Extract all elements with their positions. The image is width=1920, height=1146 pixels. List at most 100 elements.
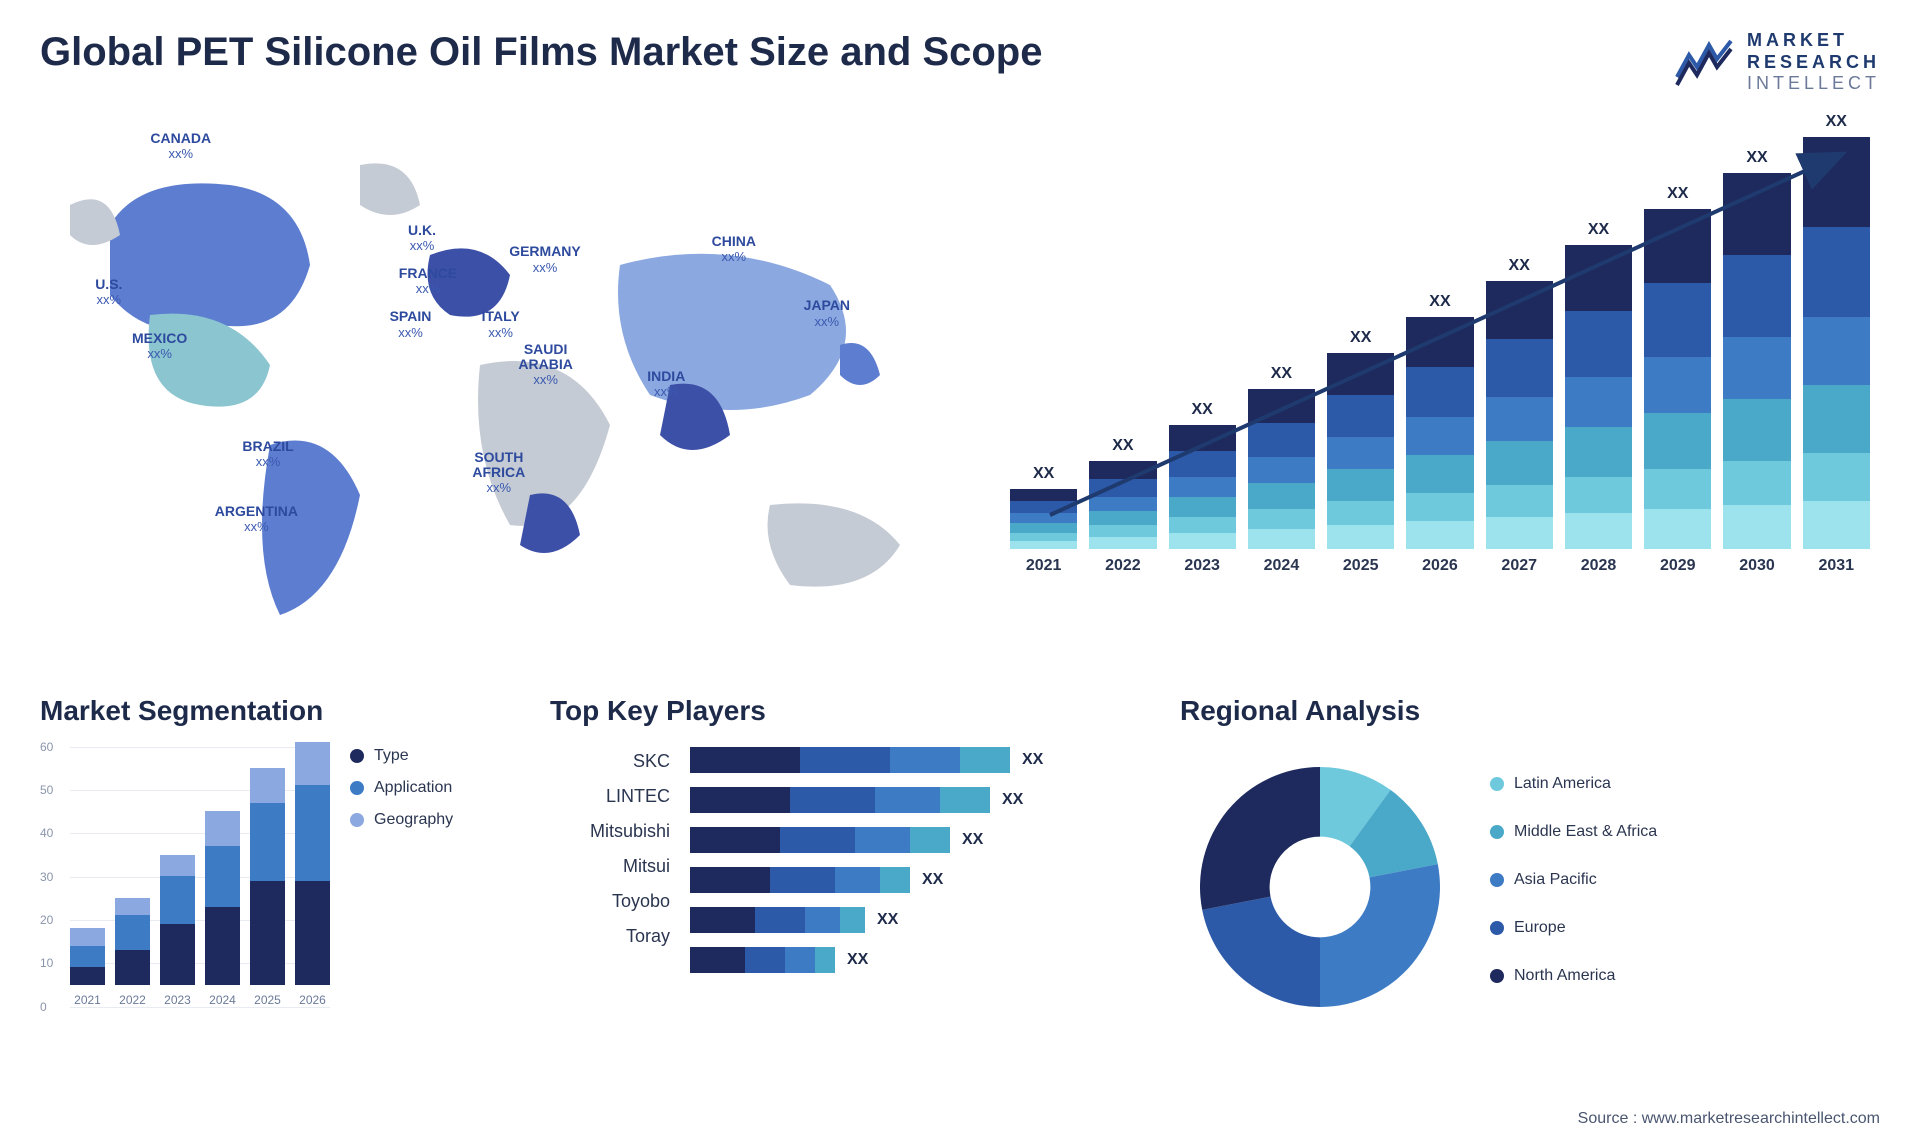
country-label: ITALYxx% <box>482 309 520 340</box>
player-bar-segment <box>780 827 855 853</box>
logo-icon <box>1675 37 1735 87</box>
legend-label: Geography <box>374 811 453 829</box>
legend-dot-icon <box>350 813 364 827</box>
legend-label: Europe <box>1514 919 1566 937</box>
country-label: INDIAxx% <box>647 369 685 400</box>
player-bar-row: XX <box>690 907 1130 933</box>
seg-bar-col: 2024 <box>205 811 240 1006</box>
player-bar-segment <box>940 787 990 813</box>
country-label: U.S.xx% <box>95 277 122 308</box>
player-bar-segment <box>835 867 880 893</box>
player-value-label: XX <box>1022 751 1043 769</box>
player-bar-segment <box>690 907 755 933</box>
player-bar-segment <box>770 867 835 893</box>
seg-year-label: 2021 <box>74 993 101 1007</box>
seg-bar-col: 2025 <box>250 768 285 1007</box>
seg-bar-col: 2022 <box>115 898 150 1007</box>
player-bar-segment <box>815 947 835 973</box>
seg-year-label: 2026 <box>299 993 326 1007</box>
legend-dot-icon <box>1490 969 1504 983</box>
country-label: MEXICOxx% <box>132 331 187 362</box>
seg-bar-segment <box>70 928 105 945</box>
player-name: Toray <box>550 926 670 947</box>
player-name: SKC <box>550 751 670 772</box>
seg-bar-col: 2021 <box>70 928 105 1006</box>
country-label: JAPANxx% <box>804 298 850 329</box>
seg-bar-col: 2023 <box>160 855 195 1007</box>
player-bar-segment <box>880 867 910 893</box>
logo-line2: RESEARCH <box>1747 52 1880 74</box>
legend-item: Middle East & Africa <box>1490 823 1657 841</box>
player-value-label: XX <box>877 911 898 929</box>
country-label: SAUDIARABIAxx% <box>518 342 572 388</box>
player-bar-row: XX <box>690 827 1130 853</box>
growth-arrow-icon <box>1000 115 1880 575</box>
country-label: CHINAxx% <box>712 234 756 265</box>
seg-bar-segment <box>250 768 285 803</box>
player-name: LINTEC <box>550 786 670 807</box>
logo-line1: MARKET <box>1747 30 1880 52</box>
world-map-panel: CANADAxx%U.S.xx%MEXICOxx%BRAZILxx%ARGENT… <box>40 115 960 655</box>
seg-bar-segment <box>295 785 330 880</box>
world-map-icon <box>40 115 960 655</box>
player-value-label: XX <box>962 831 983 849</box>
regional-title: Regional Analysis <box>1180 695 1880 727</box>
legend-label: Asia Pacific <box>1514 871 1597 889</box>
growth-chart-panel: XX2021XX2022XX2023XX2024XX2025XX2026XX20… <box>1000 115 1880 655</box>
segmentation-panel: Market Segmentation 0102030405060 202120… <box>40 695 500 1047</box>
source-text: Source : www.marketresearchintellect.com <box>1578 1110 1880 1128</box>
legend-dot-icon <box>350 781 364 795</box>
country-label: GERMANYxx% <box>509 244 581 275</box>
donut-slice <box>1202 896 1320 1006</box>
legend-item: Application <box>350 779 500 797</box>
players-title: Top Key Players <box>550 695 1130 727</box>
seg-bar-segment <box>70 946 105 968</box>
player-name: Mitsubishi <box>550 821 670 842</box>
legend-label: Middle East & Africa <box>1514 823 1657 841</box>
legend-item: Type <box>350 747 500 765</box>
player-bar-segment <box>690 947 745 973</box>
seg-bar-segment <box>115 950 150 985</box>
seg-bar-segment <box>205 811 240 846</box>
player-bar-segment <box>890 747 960 773</box>
player-name: Mitsui <box>550 856 670 877</box>
player-bar-row: XX <box>690 947 1130 973</box>
seg-bar-segment <box>205 907 240 985</box>
seg-bar-segment <box>250 881 285 985</box>
segmentation-title: Market Segmentation <box>40 695 500 727</box>
player-bar-row: XX <box>690 787 1130 813</box>
seg-bar-segment <box>295 881 330 985</box>
player-bar-segment <box>805 907 840 933</box>
legend-dot-icon <box>1490 777 1504 791</box>
country-label: ARGENTINAxx% <box>215 504 298 535</box>
player-bar-row: XX <box>690 747 1130 773</box>
regional-donut-chart <box>1180 747 1460 1027</box>
country-label: FRANCExx% <box>399 266 457 297</box>
player-bar-segment <box>690 787 790 813</box>
legend-label: Latin America <box>1514 775 1611 793</box>
player-bar-segment <box>800 747 890 773</box>
donut-slice <box>1320 864 1440 1007</box>
seg-bar-segment <box>250 803 285 881</box>
regional-legend: Latin America Middle East & Africa Asia Pa… <box>1490 775 1657 999</box>
legend-dot-icon <box>1490 825 1504 839</box>
country-label: CANADAxx% <box>150 131 211 162</box>
legend-dot-icon <box>1490 921 1504 935</box>
seg-year-label: 2025 <box>254 993 281 1007</box>
seg-bar-segment <box>70 967 105 984</box>
players-panel: Top Key Players SKC LINTEC Mitsubishi Mitsu… <box>550 695 1130 1047</box>
logo-line3: INTELLECT <box>1747 73 1880 95</box>
seg-bar-segment <box>115 915 150 950</box>
legend-item: Latin America <box>1490 775 1657 793</box>
legend-label: North America <box>1514 967 1615 985</box>
player-bar-segment <box>690 867 770 893</box>
player-bar-segment <box>875 787 940 813</box>
player-bar-segment <box>785 947 815 973</box>
player-bar-segment <box>745 947 785 973</box>
legend-label: Type <box>374 747 409 765</box>
page-title: Global PET Silicone Oil Films Market Siz… <box>40 30 1042 75</box>
seg-year-label: 2022 <box>119 993 146 1007</box>
player-bar-segment <box>840 907 865 933</box>
player-bar-segment <box>690 747 800 773</box>
player-value-label: XX <box>1002 791 1023 809</box>
